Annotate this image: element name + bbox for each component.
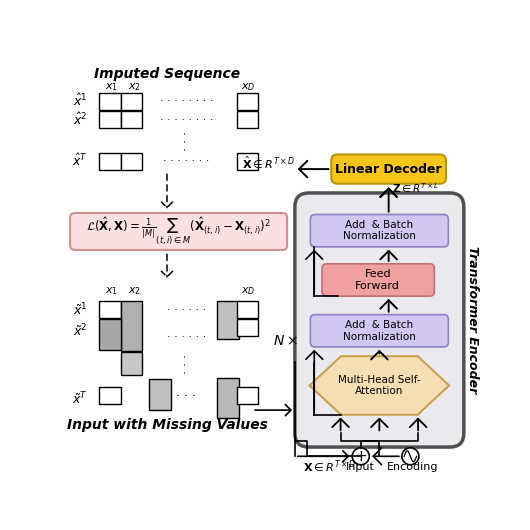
Bar (237, 301, 259, 317)
Text: · · · · · · ·: · · · · · · · (163, 156, 209, 166)
Text: $\tilde{x}^T$: $\tilde{x}^T$ (72, 390, 88, 407)
Text: $x_2$: $x_2$ (128, 285, 141, 297)
Text: $x_1$: $x_1$ (104, 81, 118, 93)
FancyBboxPatch shape (70, 213, 287, 250)
FancyBboxPatch shape (311, 315, 448, 347)
FancyBboxPatch shape (311, 215, 448, 247)
Bar (237, 111, 259, 128)
Bar (120, 301, 142, 351)
FancyBboxPatch shape (331, 154, 446, 184)
Bar (217, 378, 239, 418)
Text: +: + (355, 449, 367, 464)
Text: $x_1$: $x_1$ (104, 285, 118, 297)
Text: Transformer Encoder: Transformer Encoder (466, 246, 479, 394)
Text: Input with Missing Values: Input with Missing Values (67, 419, 268, 432)
Circle shape (352, 448, 369, 465)
Text: · · · · · ·: · · · · · · (167, 305, 206, 315)
Text: · · ·: · · · (180, 354, 193, 374)
Text: $\hat{x}^2$: $\hat{x}^2$ (73, 112, 87, 128)
Text: Imputed Sequence: Imputed Sequence (94, 67, 240, 82)
Text: $x_D$: $x_D$ (241, 81, 255, 93)
Text: $\hat{\mathbf{X}} \in R^{T\times D}$: $\hat{\mathbf{X}} \in R^{T\times D}$ (242, 155, 295, 171)
Bar (99, 93, 120, 110)
Text: $\hat{x}^T$: $\hat{x}^T$ (72, 153, 88, 170)
Text: $\hat{x}^1$: $\hat{x}^1$ (73, 93, 87, 109)
Text: $x_D$: $x_D$ (241, 285, 255, 297)
Bar (237, 319, 259, 336)
Text: Multi-Head Self-
Attention: Multi-Head Self- Attention (338, 375, 421, 396)
Bar (99, 319, 120, 350)
Text: · · · · · ·: · · · · · · (167, 332, 206, 342)
Text: Encoding: Encoding (387, 462, 438, 472)
Bar (237, 93, 259, 110)
Text: · · · · · · · ·: · · · · · · · · (160, 96, 213, 107)
Bar (99, 153, 120, 170)
Text: Linear Decoder: Linear Decoder (335, 163, 442, 175)
Bar (99, 387, 120, 404)
Text: · · ·: · · · (176, 390, 197, 403)
Text: Input: Input (346, 462, 375, 472)
Polygon shape (310, 356, 449, 414)
Bar (237, 387, 259, 404)
Bar (120, 111, 142, 128)
Circle shape (402, 448, 419, 465)
Bar (149, 379, 171, 410)
Text: · · ·: · · · (180, 130, 193, 151)
Text: · · · · · · · ·: · · · · · · · · (160, 115, 213, 125)
Text: $N\times$: $N\times$ (273, 334, 298, 348)
FancyBboxPatch shape (322, 264, 435, 296)
Text: Add  & Batch
Normalization: Add & Batch Normalization (343, 320, 416, 342)
FancyBboxPatch shape (295, 193, 464, 447)
Text: $x_2$: $x_2$ (128, 81, 141, 93)
Text: $\mathbf{Z} \in R^{T\times L}$: $\mathbf{Z} \in R^{T\times L}$ (392, 181, 439, 195)
Text: Feed
Forward: Feed Forward (355, 269, 400, 291)
Text: Add  & Batch
Normalization: Add & Batch Normalization (343, 220, 416, 242)
Bar (99, 301, 120, 317)
Bar (99, 111, 120, 128)
Text: $\mathbf{X} \in R^{T\times D}$: $\mathbf{X} \in R^{T\times D}$ (303, 459, 356, 475)
Bar (120, 352, 142, 375)
Bar (237, 153, 259, 170)
Text: $\tilde{x}^1$: $\tilde{x}^1$ (73, 302, 87, 319)
Text: $\mathcal{L}(\hat{\mathbf{X}}, \mathbf{X}) = \frac{1}{|M|} \sum_{(t,i)\in M} (\h: $\mathcal{L}(\hat{\mathbf{X}}, \mathbf{X… (86, 216, 271, 247)
Bar (120, 153, 142, 170)
Text: $\tilde{x}^2$: $\tilde{x}^2$ (73, 322, 87, 339)
Bar (120, 93, 142, 110)
Bar (217, 301, 239, 339)
